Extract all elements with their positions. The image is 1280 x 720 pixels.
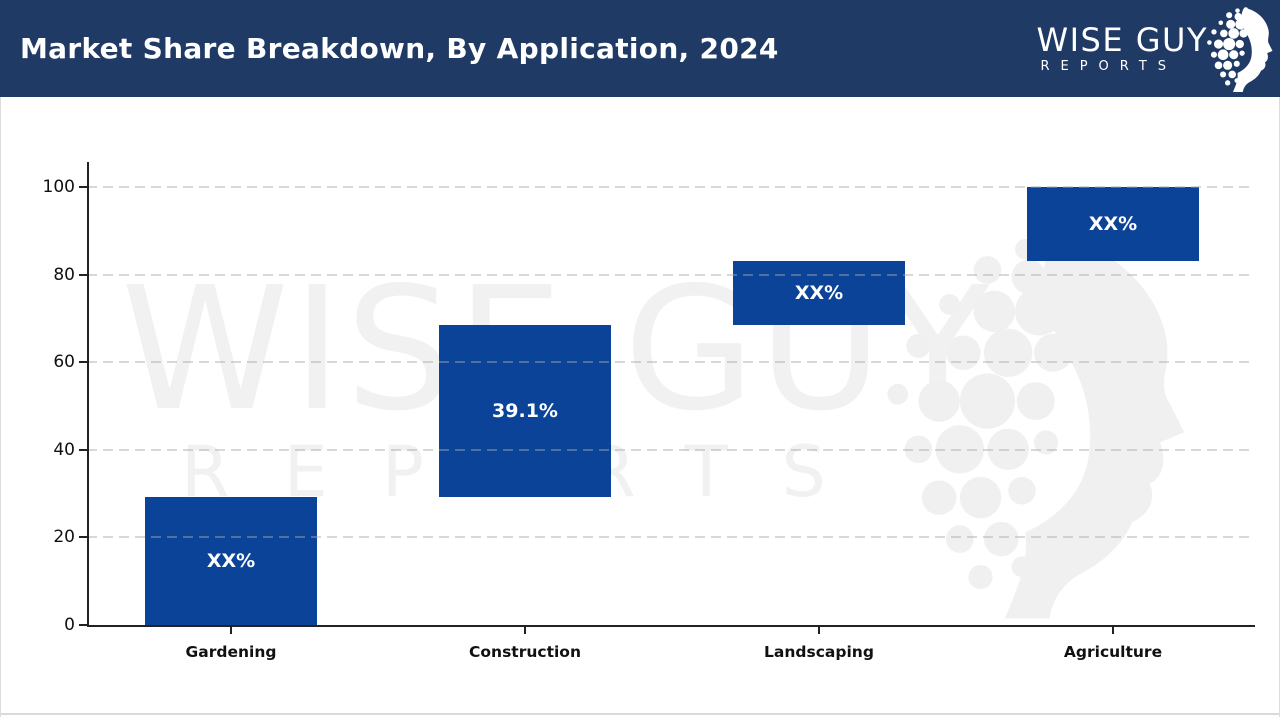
- x-axis-line: [87, 625, 1255, 627]
- y-tick-label: 60: [53, 352, 75, 373]
- x-tick-label: Construction: [469, 643, 581, 661]
- bar-gardening: XX%: [145, 496, 317, 625]
- x-tick-mark: [230, 627, 232, 634]
- bar-agriculture: XX%: [1027, 187, 1199, 262]
- y-tick-label: 100: [42, 177, 75, 197]
- bar-value-label: XX%: [794, 282, 844, 305]
- bar-landscaping: XX%: [733, 261, 905, 326]
- x-tick-label: Landscaping: [764, 643, 874, 661]
- gridline: [87, 186, 1255, 188]
- x-tick-mark: [818, 627, 820, 634]
- logo-text: WISE GUY REPORTS: [1036, 21, 1208, 74]
- x-tick-mark: [524, 627, 526, 634]
- y-tick-mark: [79, 624, 87, 626]
- y-tick-mark: [79, 361, 87, 364]
- wise-guy-reports-logo: WISE GUY REPORTS: [1036, 2, 1274, 95]
- gridline: [87, 536, 1255, 539]
- y-tick-mark: [79, 448, 87, 451]
- gridline: [87, 448, 1255, 451]
- y-tick-label: 40: [53, 439, 75, 460]
- y-tick-label: 20: [53, 527, 75, 548]
- bottom-border-line: [1, 713, 1279, 715]
- bars-layer: XX% 39.1% XX% XX%: [1, 97, 1279, 717]
- logo-subtext: REPORTS: [1040, 58, 1178, 74]
- x-tick-mark: [1112, 627, 1114, 634]
- y-tick-mark: [79, 536, 87, 539]
- gridline: [87, 273, 1255, 276]
- bar-value-label: XX%: [1088, 213, 1138, 235]
- x-tick-label: Agriculture: [1063, 643, 1163, 661]
- y-tick-label: 80: [53, 264, 75, 285]
- chart-title: Market Share Breakdown, By Application, …: [20, 32, 779, 65]
- logo-wordmark: WISE GUY: [1036, 21, 1208, 60]
- bar-value-label: XX%: [206, 549, 256, 572]
- y-tick-mark: [79, 273, 87, 276]
- y-axis-line: [87, 162, 89, 627]
- gridline: [87, 361, 1255, 364]
- bar-value-label: 39.1%: [492, 400, 558, 423]
- x-tick-label: Gardening: [185, 643, 277, 661]
- axis-layer: [1, 97, 1279, 717]
- header-bar: Market Share Breakdown, By Application, …: [0, 0, 1280, 97]
- labels-layer: 0 20 40 60 80 100 Gardening Construction Landsca…: [1, 97, 1279, 717]
- y-tick-label: 0: [64, 615, 75, 635]
- grid-layer: [1, 97, 1279, 717]
- logo-head-icon: [1207, 6, 1273, 92]
- bar-construction: 39.1%: [439, 325, 611, 497]
- chart-canvas: WISE GUY REPORTS XX%39.1%XX%XX% 02040608…: [0, 97, 1280, 717]
- y-tick-mark: [79, 186, 87, 188]
